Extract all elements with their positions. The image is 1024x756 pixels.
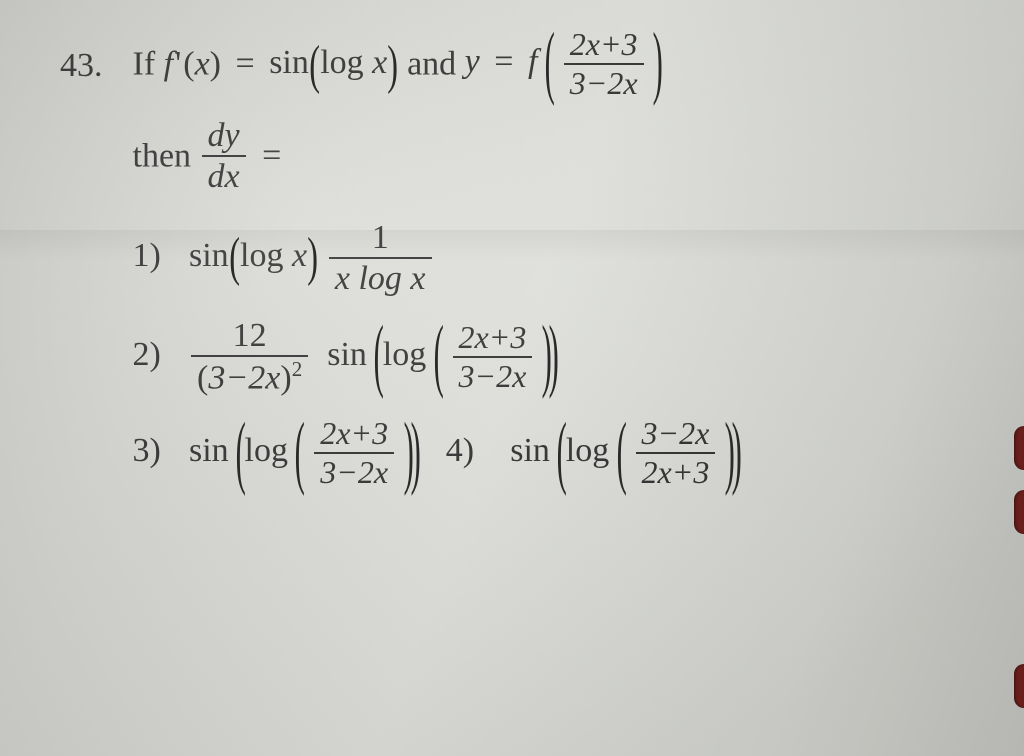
frac-o3: 2x+3 3−2x: [314, 415, 394, 491]
f: f: [164, 45, 173, 82]
sin-o4: sin: [510, 432, 550, 469]
lparen-sin: (: [309, 34, 320, 97]
num-o2: 2x+3: [453, 319, 533, 358]
rparen-sin: ): [388, 34, 399, 97]
frac-dy-dx: dy dx: [202, 116, 246, 196]
page-edge-tab: [1014, 426, 1024, 470]
stem-line-1: If f'(x) = sin(log x) and y = f ( 2x+3 3…: [133, 26, 977, 102]
text-and: and: [407, 45, 465, 82]
f-2: f: [528, 43, 537, 80]
option-2-expr: 12 (3−2x)2 sin (log ( 2x+3 3−2x )): [189, 336, 558, 373]
frac-1-over-xlogx: 1 x log x: [329, 218, 432, 298]
option-1: 1) sin(log x) 1 x log x: [133, 218, 977, 298]
den-3m2x-sq: (3−2x)2: [191, 357, 308, 397]
option-3-number: 3): [133, 431, 181, 470]
option-3-4-row: 3) sin (log ( 2x+3 3−2x )) 4) sin (log (…: [133, 415, 977, 491]
question-block: 43. If f'(x) = sin(log x) and y = f ( 2x…: [0, 0, 1024, 529]
option-2: 2) 12 (3−2x)2 sin (log ( 2x+3 3−2x )): [133, 316, 977, 398]
frac-o4: 3−2x 2x+3: [636, 415, 716, 491]
option-4-number: 4): [446, 431, 502, 470]
log-1: log: [320, 44, 363, 81]
frac-2x3-over-3m2x: 2x+3 3−2x: [564, 26, 644, 102]
option-2-number: 2): [133, 335, 181, 374]
equals-1: =: [230, 45, 261, 82]
log-o1: log: [240, 237, 283, 274]
num-12: 12: [191, 316, 308, 357]
sinlogx: sin(log x): [269, 44, 407, 81]
prime-mark: ': [173, 45, 183, 82]
den-xlogx: x log x: [329, 259, 432, 298]
x-o1: x: [292, 237, 307, 274]
equals-3: =: [256, 137, 287, 174]
den-o3: 3−2x: [314, 454, 394, 491]
y-eq-f: y = f ( 2x+3 3−2x ): [465, 43, 662, 80]
log-o3: log: [245, 432, 288, 469]
stem-line-2: then dy dx =: [133, 116, 977, 196]
option-1-number: 1): [133, 236, 181, 275]
frac-12-over-sq: 12 (3−2x)2: [191, 316, 308, 398]
lparen: (: [183, 45, 194, 82]
x-1: x: [372, 44, 387, 81]
num-o4: 3−2x: [636, 415, 716, 454]
sin-o3: sin: [189, 432, 229, 469]
rparen: ): [210, 45, 221, 82]
question-body: If f'(x) = sin(log x) and y = f ( 2x+3 3…: [133, 18, 977, 509]
sin-o1: sin: [189, 237, 229, 274]
num-o3: 2x+3: [314, 415, 394, 454]
den-o4: 2x+3: [636, 454, 716, 491]
fprime-expr: f'(x): [164, 45, 230, 82]
text-if: If: [133, 45, 164, 82]
sin-o2: sin: [327, 336, 367, 373]
den-o2: 3−2x: [453, 358, 533, 395]
num-1: 1: [329, 218, 432, 259]
dy: dy: [202, 116, 246, 157]
option-4-expr: sin (log ( 3−2x 2x+3 )): [510, 432, 740, 469]
option-1-expr: sin(log x) 1 x log x: [189, 237, 434, 274]
page-edge-tab: [1014, 664, 1024, 708]
frac-num: 2x+3: [564, 26, 644, 65]
text-then: then: [133, 137, 200, 174]
x: x: [195, 45, 210, 82]
option-3-expr: sin (log ( 2x+3 3−2x )): [189, 432, 428, 469]
dx: dx: [202, 157, 246, 196]
page-edge-tab: [1014, 490, 1024, 534]
frac-o2: 2x+3 3−2x: [453, 319, 533, 395]
log-o4: log: [566, 432, 609, 469]
log-o2: log: [383, 336, 426, 373]
big-rparen-1: ): [653, 17, 663, 111]
question-number: 43.: [60, 18, 124, 85]
y: y: [465, 43, 480, 80]
sin-1: sin: [269, 44, 309, 81]
equals-2: =: [488, 43, 519, 80]
big-lparen-1: (: [544, 17, 554, 111]
frac-den: 3−2x: [564, 65, 644, 102]
